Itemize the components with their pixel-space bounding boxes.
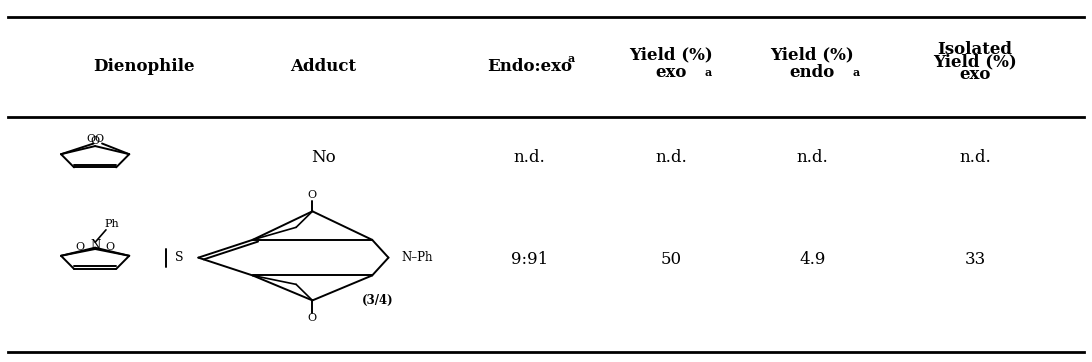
Text: endo: endo [790,64,834,81]
Text: n.d.: n.d. [959,150,992,166]
Text: Endo:exo: Endo:exo [487,58,572,75]
Text: n.d.: n.d. [514,150,546,166]
Text: 9:91: 9:91 [511,251,548,268]
Text: 33: 33 [964,251,986,268]
Text: N: N [90,239,100,252]
Text: O: O [75,242,85,252]
Text: exo: exo [960,66,990,83]
Text: Adduct: Adduct [290,58,356,75]
Text: n.d.: n.d. [655,150,687,166]
Text: a: a [568,52,574,63]
Text: Dienophile: Dienophile [93,58,194,75]
Text: n.d.: n.d. [796,150,828,166]
Text: O: O [86,134,96,144]
Text: No: No [311,150,335,166]
Text: exo: exo [655,64,687,81]
Text: Isolated: Isolated [938,41,1012,58]
Text: a: a [853,67,859,78]
Text: Ph: Ph [104,219,119,230]
Text: O: O [91,136,99,146]
Text: O: O [105,242,115,252]
Text: N–Ph: N–Ph [402,251,434,264]
Text: Yield (%): Yield (%) [629,46,713,63]
Text: 50: 50 [661,251,681,268]
Text: O: O [308,313,317,323]
Text: Yield (%): Yield (%) [934,53,1017,70]
Text: Yield (%): Yield (%) [770,46,854,63]
Text: O: O [95,134,104,144]
Text: 4.9: 4.9 [799,251,826,268]
Text: (3/4): (3/4) [361,294,393,307]
Text: S: S [175,251,183,264]
Text: O: O [308,190,317,200]
Text: a: a [704,67,712,78]
